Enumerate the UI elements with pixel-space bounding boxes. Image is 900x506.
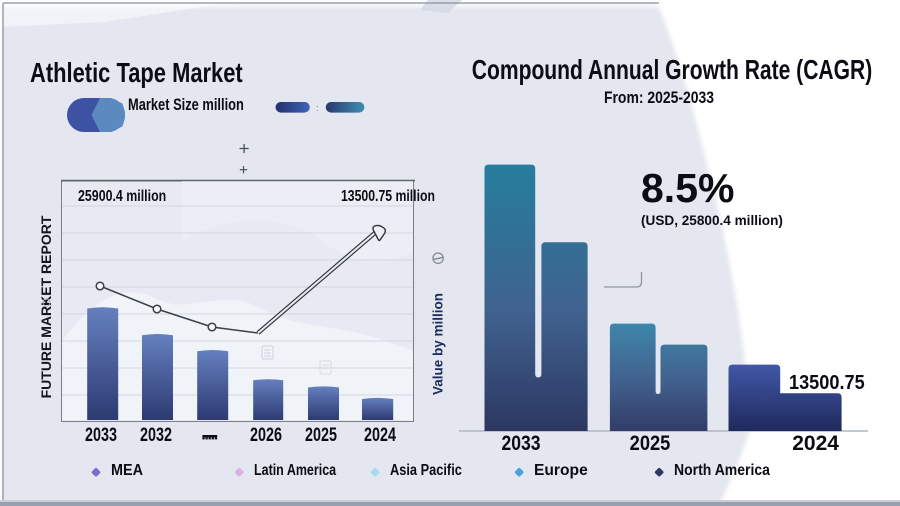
svg-text::: : bbox=[316, 103, 319, 113]
